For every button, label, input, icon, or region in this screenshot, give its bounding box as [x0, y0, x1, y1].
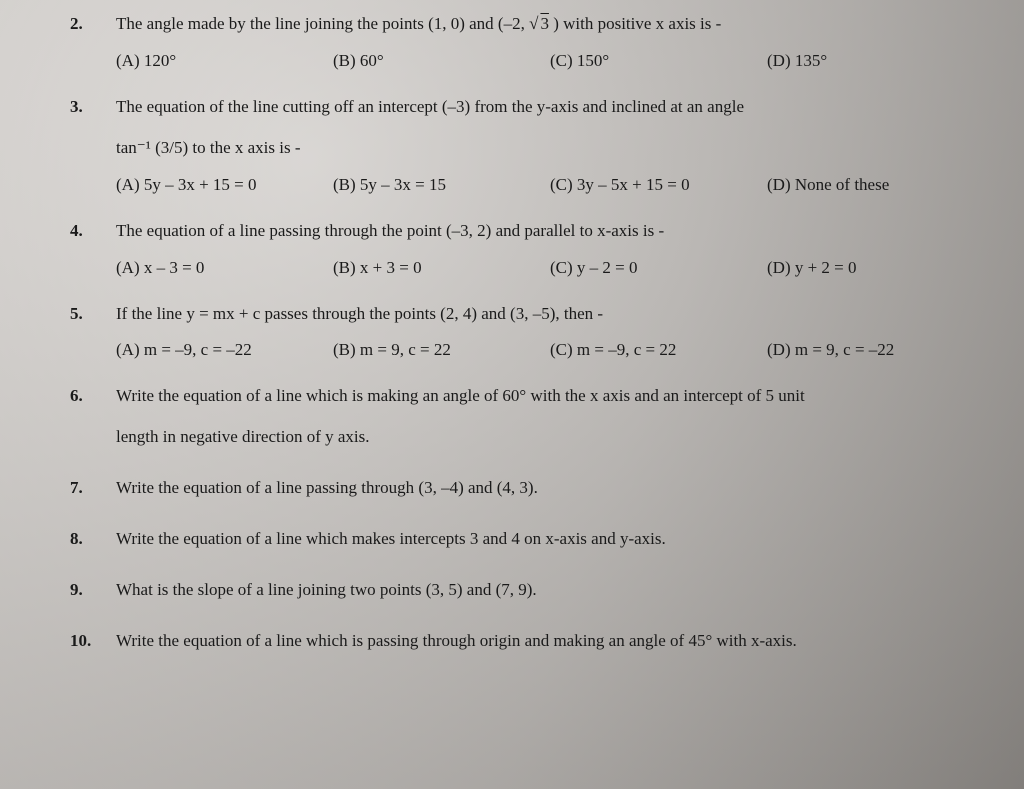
- question-row: 4. The equation of a line passing throug…: [70, 217, 974, 246]
- question-row: 2. The angle made by the line joining th…: [70, 10, 974, 39]
- question-6: 6. Write the equation of a line which is…: [70, 382, 974, 452]
- question-text: Write the equation of a line passing thr…: [116, 474, 974, 503]
- question-8: 8. Write the equation of a line which ma…: [70, 525, 974, 554]
- question-number: 2.: [70, 10, 98, 39]
- question-number: 3.: [70, 93, 98, 122]
- question-9: 9. What is the slope of a line joining t…: [70, 576, 974, 605]
- options-row: (A) 5y – 3x + 15 = 0 (B) 5y – 3x = 15 (C…: [116, 175, 974, 195]
- question-row: 6. Write the equation of a line which is…: [70, 382, 974, 411]
- option-c: (C) y – 2 = 0: [550, 258, 757, 278]
- option-a: (A) x – 3 = 0: [116, 258, 323, 278]
- option-b: (B) 60°: [333, 51, 540, 71]
- question-10: 10. Write the equation of a line which i…: [70, 627, 974, 656]
- question-number: 5.: [70, 300, 98, 329]
- option-b: (B) 5y – 3x = 15: [333, 175, 540, 195]
- option-c: (C) 150°: [550, 51, 757, 71]
- question-row: 5. If the line y = mx + c passes through…: [70, 300, 974, 329]
- question-text: Write the equation of a line which makes…: [116, 525, 974, 554]
- text-part: The angle made by the line joining the p…: [116, 14, 529, 33]
- question-row: 10. Write the equation of a line which i…: [70, 627, 974, 656]
- question-number: 6.: [70, 382, 98, 411]
- question-row: 9. What is the slope of a line joining t…: [70, 576, 974, 605]
- question-number: 4.: [70, 217, 98, 246]
- options-row: (A) m = –9, c = –22 (B) m = 9, c = 22 (C…: [116, 340, 974, 360]
- option-b: (B) m = 9, c = 22: [333, 340, 540, 360]
- question-text-2: length in negative direction of y axis.: [116, 423, 974, 452]
- option-d: (D) y + 2 = 0: [767, 258, 974, 278]
- question-text: If the line y = mx + c passes through th…: [116, 300, 974, 329]
- question-row-2: length in negative direction of y axis.: [70, 423, 974, 452]
- question-3: 3. The equation of the line cutting off …: [70, 93, 974, 195]
- option-a: (A) 5y – 3x + 15 = 0: [116, 175, 323, 195]
- question-7: 7. Write the equation of a line passing …: [70, 474, 974, 503]
- question-text: The equation of a line passing through t…: [116, 217, 974, 246]
- option-d: (D) None of these: [767, 175, 974, 195]
- question-number: 8.: [70, 525, 98, 554]
- question-4: 4. The equation of a line passing throug…: [70, 217, 974, 278]
- option-d: (D) m = 9, c = –22: [767, 340, 974, 360]
- option-a: (A) m = –9, c = –22: [116, 340, 323, 360]
- question-text: Write the equation of a line which is pa…: [116, 627, 974, 656]
- options-row: (A) 120° (B) 60° (C) 150° (D) 135°: [116, 51, 974, 71]
- question-number: 7.: [70, 474, 98, 503]
- question-number: 9.: [70, 576, 98, 605]
- option-a: (A) 120°: [116, 51, 323, 71]
- question-2: 2. The angle made by the line joining th…: [70, 10, 974, 71]
- option-c: (C) m = –9, c = 22: [550, 340, 757, 360]
- option-b: (B) x + 3 = 0: [333, 258, 540, 278]
- question-row: 3. The equation of the line cutting off …: [70, 93, 974, 122]
- question-text: The equation of the line cutting off an …: [116, 93, 974, 122]
- sqrt-value: 3: [538, 14, 549, 33]
- question-text: The angle made by the line joining the p…: [116, 10, 974, 39]
- question-row: 7. Write the equation of a line passing …: [70, 474, 974, 503]
- question-row: 8. Write the equation of a line which ma…: [70, 525, 974, 554]
- option-d: (D) 135°: [767, 51, 974, 71]
- question-number: 10.: [70, 627, 98, 656]
- question-row-2: tan⁻¹ (3/5) to the x axis is -: [70, 134, 974, 163]
- question-5: 5. If the line y = mx + c passes through…: [70, 300, 974, 361]
- option-c: (C) 3y – 5x + 15 = 0: [550, 175, 757, 195]
- text-part: ) with positive x axis is -: [549, 14, 721, 33]
- question-text: Write the equation of a line which is ma…: [116, 382, 974, 411]
- question-text: What is the slope of a line joining two …: [116, 576, 974, 605]
- question-text-2: tan⁻¹ (3/5) to the x axis is -: [116, 134, 974, 163]
- options-row: (A) x – 3 = 0 (B) x + 3 = 0 (C) y – 2 = …: [116, 258, 974, 278]
